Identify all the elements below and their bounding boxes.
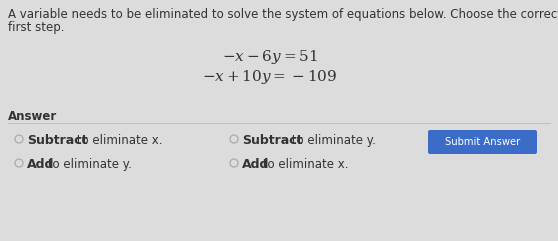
Text: Answer: Answer <box>8 110 57 123</box>
FancyBboxPatch shape <box>428 130 537 154</box>
Text: to eliminate y.: to eliminate y. <box>288 134 376 147</box>
Text: $-x - 6y = 51$: $-x - 6y = 51$ <box>222 48 318 66</box>
Text: Submit Answer: Submit Answer <box>445 137 520 147</box>
Text: Add: Add <box>27 158 54 171</box>
Text: first step.: first step. <box>8 21 65 34</box>
Text: Subtract: Subtract <box>242 134 302 147</box>
Text: to eliminate x.: to eliminate x. <box>74 134 163 147</box>
Text: Subtract: Subtract <box>27 134 88 147</box>
Text: A variable needs to be eliminated to solve the system of equations below. Choose: A variable needs to be eliminated to sol… <box>8 8 558 21</box>
Text: to eliminate x.: to eliminate x. <box>259 158 349 171</box>
Text: Add: Add <box>242 158 270 171</box>
Text: to eliminate y.: to eliminate y. <box>45 158 132 171</box>
Text: $-x + 10y = -109$: $-x + 10y = -109$ <box>203 68 338 86</box>
